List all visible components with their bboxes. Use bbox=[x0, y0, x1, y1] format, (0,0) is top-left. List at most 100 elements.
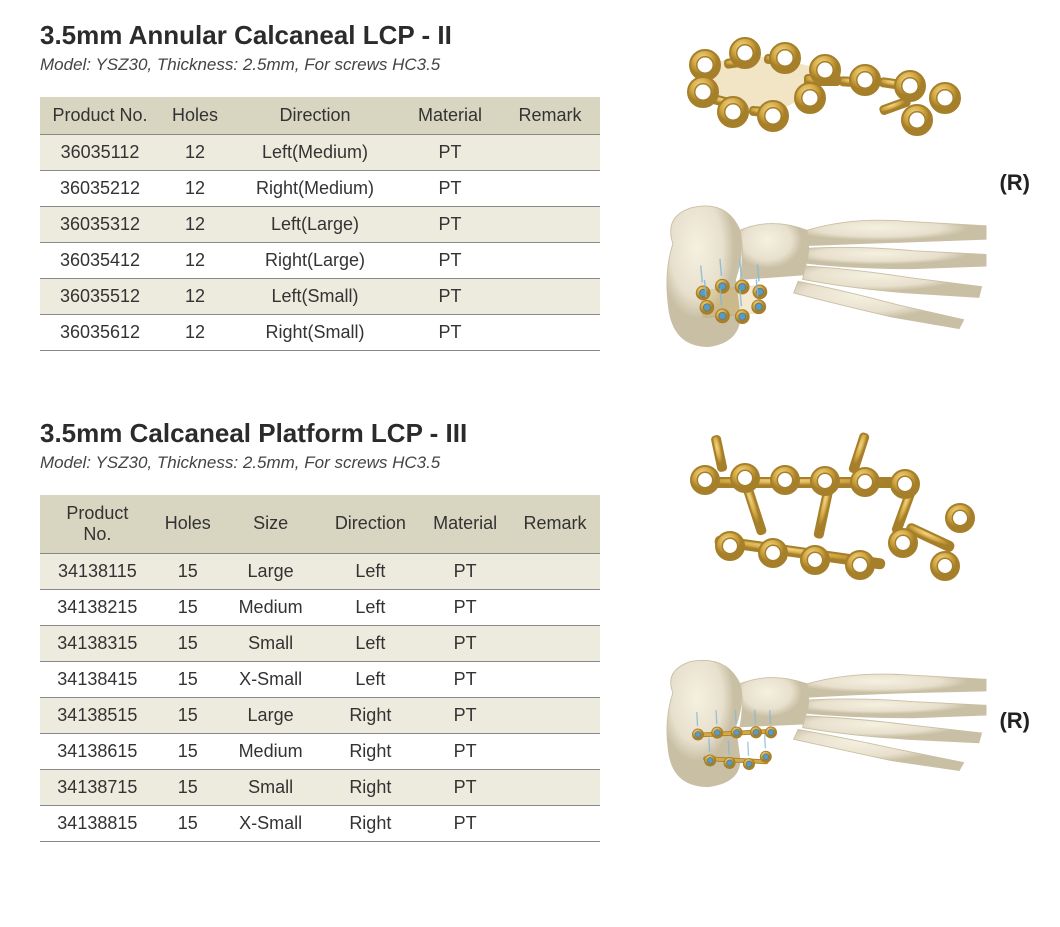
section1-right: (R) bbox=[630, 20, 1020, 378]
table-cell bbox=[510, 769, 600, 805]
section-platform: 3.5mm Calcaneal Platform LCP - III Model… bbox=[40, 418, 1020, 842]
section1-table: Product No.HolesDirectionMaterialRemark … bbox=[40, 97, 600, 351]
table-header: Size bbox=[221, 495, 321, 554]
table-cell: PT bbox=[420, 661, 510, 697]
plate-platform-icon bbox=[655, 418, 995, 628]
table-header: Direction bbox=[230, 97, 400, 135]
table-cell: 15 bbox=[155, 661, 221, 697]
table-row: 3603531212Left(Large)PT bbox=[40, 207, 600, 243]
section1-title: 3.5mm Annular Calcaneal LCP - II bbox=[40, 20, 600, 51]
table-cell: 36035412 bbox=[40, 243, 160, 279]
table-cell: Left(Small) bbox=[230, 279, 400, 315]
section1-left: 3.5mm Annular Calcaneal LCP - II Model: … bbox=[40, 20, 600, 378]
table-cell bbox=[500, 171, 600, 207]
table-cell: PT bbox=[420, 769, 510, 805]
table-row: 3603551212Left(Small)PT bbox=[40, 279, 600, 315]
table-cell: 36035512 bbox=[40, 279, 160, 315]
table-cell: Left(Medium) bbox=[230, 135, 400, 171]
table-cell bbox=[510, 553, 600, 589]
table-row: 3603541212Right(Large)PT bbox=[40, 243, 600, 279]
table-header: Remark bbox=[510, 495, 600, 554]
table-cell: 36035112 bbox=[40, 135, 160, 171]
table-cell: Left(Large) bbox=[230, 207, 400, 243]
table-cell: 34138515 bbox=[40, 697, 155, 733]
section2-title: 3.5mm Calcaneal Platform LCP - III bbox=[40, 418, 600, 449]
table-header: Product No. bbox=[40, 495, 155, 554]
table-row: 3413821515MediumLeftPT bbox=[40, 589, 600, 625]
table-cell: X-Small bbox=[221, 805, 321, 841]
table-cell: 15 bbox=[155, 769, 221, 805]
table-cell: 34138115 bbox=[40, 553, 155, 589]
table-cell: Right bbox=[320, 769, 420, 805]
table-header: Product No. bbox=[40, 97, 160, 135]
table-cell: Right(Large) bbox=[230, 243, 400, 279]
table-cell: PT bbox=[420, 553, 510, 589]
table-cell: 15 bbox=[155, 589, 221, 625]
table-cell: 12 bbox=[160, 315, 230, 351]
section2-right: (R) bbox=[630, 418, 1020, 842]
table-cell: Right(Medium) bbox=[230, 171, 400, 207]
table-cell: PT bbox=[420, 697, 510, 733]
table-cell: X-Small bbox=[221, 661, 321, 697]
table-cell: PT bbox=[400, 243, 500, 279]
section1-subtitle: Model: YSZ30, Thickness: 2.5mm, For scre… bbox=[40, 55, 600, 75]
table-cell: Medium bbox=[221, 733, 321, 769]
table-cell bbox=[500, 207, 600, 243]
table-cell: 15 bbox=[155, 553, 221, 589]
table-row: 3603561212Right(Small)PT bbox=[40, 315, 600, 351]
table-cell: PT bbox=[400, 171, 500, 207]
table-cell: 15 bbox=[155, 733, 221, 769]
table-cell: Left bbox=[320, 661, 420, 697]
table-row: 3413811515LargeLeftPT bbox=[40, 553, 600, 589]
table-cell bbox=[500, 315, 600, 351]
table-cell: Right(Small) bbox=[230, 315, 400, 351]
table-cell bbox=[510, 625, 600, 661]
table-cell: PT bbox=[400, 207, 500, 243]
table-row: 3413851515LargeRightPT bbox=[40, 697, 600, 733]
table-cell: 12 bbox=[160, 243, 230, 279]
table-cell: Left bbox=[320, 625, 420, 661]
table-cell: Small bbox=[221, 769, 321, 805]
bone-platform-icon bbox=[655, 648, 995, 809]
table-cell: Left bbox=[320, 553, 420, 589]
table-row: 3413831515SmallLeftPT bbox=[40, 625, 600, 661]
table-cell: Right bbox=[320, 805, 420, 841]
table-cell: 34138715 bbox=[40, 769, 155, 805]
table-cell bbox=[510, 733, 600, 769]
r-label-1: (R) bbox=[999, 170, 1030, 196]
table-header: Material bbox=[400, 97, 500, 135]
table-cell: 12 bbox=[160, 279, 230, 315]
table-header: Material bbox=[420, 495, 510, 554]
table-cell: 15 bbox=[155, 697, 221, 733]
table-cell: PT bbox=[400, 135, 500, 171]
table-cell: 12 bbox=[160, 135, 230, 171]
table-cell: 34138215 bbox=[40, 589, 155, 625]
table-header: Holes bbox=[155, 495, 221, 554]
table-cell: 36035212 bbox=[40, 171, 160, 207]
table-cell bbox=[510, 697, 600, 733]
table-cell: 34138815 bbox=[40, 805, 155, 841]
table-row: 3413861515MediumRightPT bbox=[40, 733, 600, 769]
table-cell: Large bbox=[221, 697, 321, 733]
table-cell: PT bbox=[420, 625, 510, 661]
table-cell: 12 bbox=[160, 171, 230, 207]
table-cell: Right bbox=[320, 697, 420, 733]
table-cell: Left bbox=[320, 589, 420, 625]
table-cell: Small bbox=[221, 625, 321, 661]
table-cell: 34138315 bbox=[40, 625, 155, 661]
bone-annular-icon bbox=[655, 190, 995, 378]
table-cell: PT bbox=[420, 589, 510, 625]
table-cell: PT bbox=[420, 805, 510, 841]
table-row: 3413841515X-SmallLeftPT bbox=[40, 661, 600, 697]
table-cell: 34138615 bbox=[40, 733, 155, 769]
table-header: Remark bbox=[500, 97, 600, 135]
table-row: 3603521212Right(Medium)PT bbox=[40, 171, 600, 207]
table-row: 3413871515SmallRightPT bbox=[40, 769, 600, 805]
table-row: 3603511212Left(Medium)PT bbox=[40, 135, 600, 171]
section2-subtitle: Model: YSZ30, Thickness: 2.5mm, For scre… bbox=[40, 453, 600, 473]
table-row: 3413881515X-SmallRightPT bbox=[40, 805, 600, 841]
table-header: Holes bbox=[160, 97, 230, 135]
table-cell: Right bbox=[320, 733, 420, 769]
table-cell: PT bbox=[420, 733, 510, 769]
table-cell: 15 bbox=[155, 805, 221, 841]
